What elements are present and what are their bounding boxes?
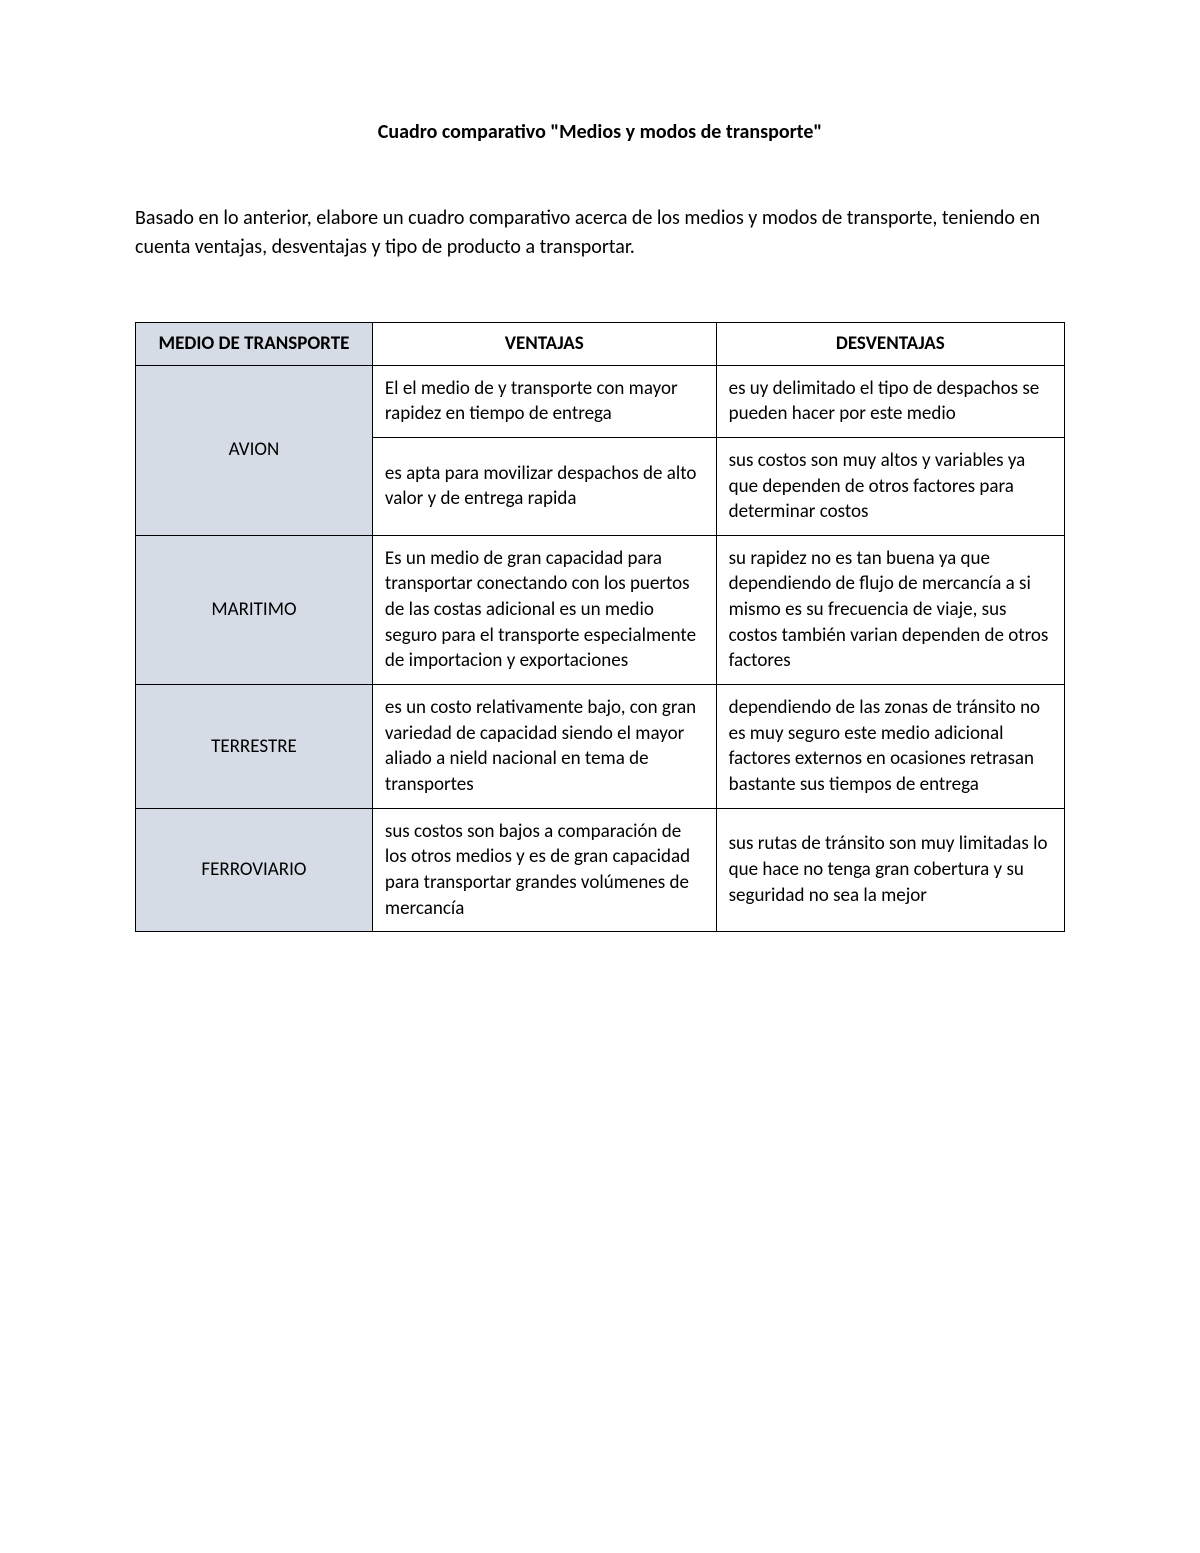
table-header-row: MEDIO DE TRANSPORTE VENTAJAS DESVENTAJAS xyxy=(136,323,1065,366)
cell-ventaja: sus costos son bajos a comparación de lo… xyxy=(372,808,716,932)
cell-medio: AVION xyxy=(136,365,373,535)
cell-medio: TERRESTRE xyxy=(136,685,373,809)
cell-desventaja: dependiendo de las zonas de tránsito no … xyxy=(716,685,1064,809)
cell-ventaja: es apta para movilizar despachos de alto… xyxy=(372,437,716,535)
comparison-table: MEDIO DE TRANSPORTE VENTAJAS DESVENTAJAS… xyxy=(135,322,1065,932)
cell-desventaja: sus rutas de tránsito son muy limitadas … xyxy=(716,808,1064,932)
cell-ventaja: El el medio de y transporte con mayor ra… xyxy=(372,365,716,437)
cell-ventaja: Es un medio de gran capacidad para trans… xyxy=(372,535,716,684)
table-row: FERROVIARIO sus costos son bajos a compa… xyxy=(136,808,1065,932)
cell-desventaja: es uy delimitado el tipo de despachos se… xyxy=(716,365,1064,437)
cell-medio: FERROVIARIO xyxy=(136,808,373,932)
cell-medio: MARITIMO xyxy=(136,535,373,684)
cell-desventaja: sus costos son muy altos y variables ya … xyxy=(716,437,1064,535)
col-header-desventajas: DESVENTAJAS xyxy=(716,323,1064,366)
col-header-medio: MEDIO DE TRANSPORTE xyxy=(136,323,373,366)
table-row: MARITIMO Es un medio de gran capacidad p… xyxy=(136,535,1065,684)
cell-desventaja: su rapidez no es tan buena ya que depend… xyxy=(716,535,1064,684)
page-title: Cuadro comparativo "Medios y modos de tr… xyxy=(135,120,1065,144)
intro-paragraph: Basado en lo anterior, elabore un cuadro… xyxy=(135,204,1065,262)
col-header-ventajas: VENTAJAS xyxy=(372,323,716,366)
cell-ventaja: es un costo relativamente bajo, con gran… xyxy=(372,685,716,809)
table-row: AVION El el medio de y transporte con ma… xyxy=(136,365,1065,437)
table-row: TERRESTRE es un costo relativamente bajo… xyxy=(136,685,1065,809)
